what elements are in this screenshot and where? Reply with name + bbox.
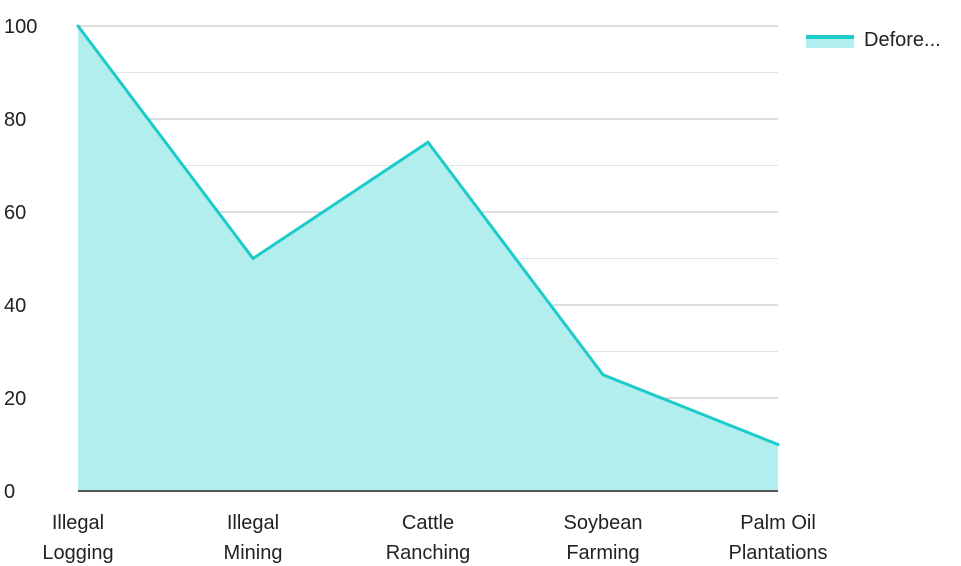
y-tick-label: 20 (4, 388, 26, 410)
x-tick-label: Palm Oil Plantations (729, 512, 828, 564)
legend-swatch (806, 37, 854, 48)
data-point (776, 443, 780, 446)
data-point (251, 257, 255, 260)
x-tick-label: Soybean Farming (564, 512, 643, 564)
data-point (76, 24, 80, 28)
y-tick-label: 0 (4, 481, 15, 503)
x-tick-label: Illegal Logging (42, 512, 113, 564)
x-tick-label: Illegal Mining (224, 512, 283, 564)
y-tick-label: 80 (4, 109, 26, 131)
x-tick-label: Cattle Ranching (386, 512, 471, 564)
legend-label: Defore... (864, 29, 941, 51)
data-point (601, 373, 605, 377)
y-tick-label: 40 (4, 295, 26, 317)
data-point (426, 140, 430, 144)
y-tick-label: 60 (4, 202, 26, 224)
y-tick-label: 100 (4, 16, 37, 38)
x-axis-labels: Illegal Logging Illegal Mining Cattle Ranchin… (42, 512, 827, 564)
legend: Defore... (806, 29, 941, 51)
y-axis-ticks: 0 20 40 60 80 100 (4, 16, 37, 503)
